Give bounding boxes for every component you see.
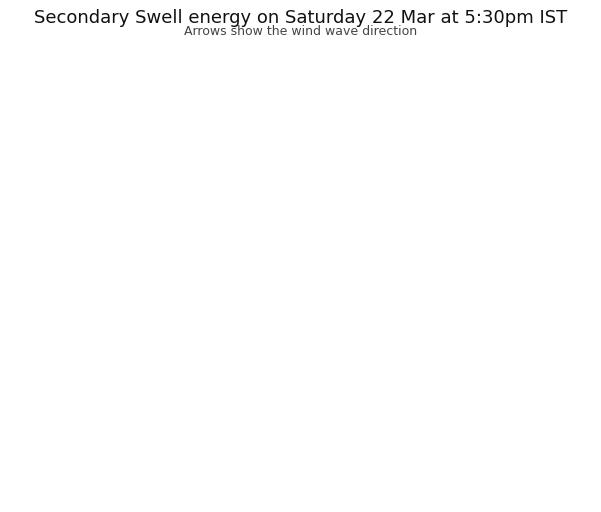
Text: Secondary Swell energy on Saturday 22 Mar at 5:30pm IST: Secondary Swell energy on Saturday 22 Ma…	[34, 9, 567, 27]
Text: Install cartopy for map rendering: Install cartopy for map rendering	[163, 264, 438, 282]
Text: Arrows show the wind wave direction: Arrows show the wind wave direction	[184, 25, 417, 38]
